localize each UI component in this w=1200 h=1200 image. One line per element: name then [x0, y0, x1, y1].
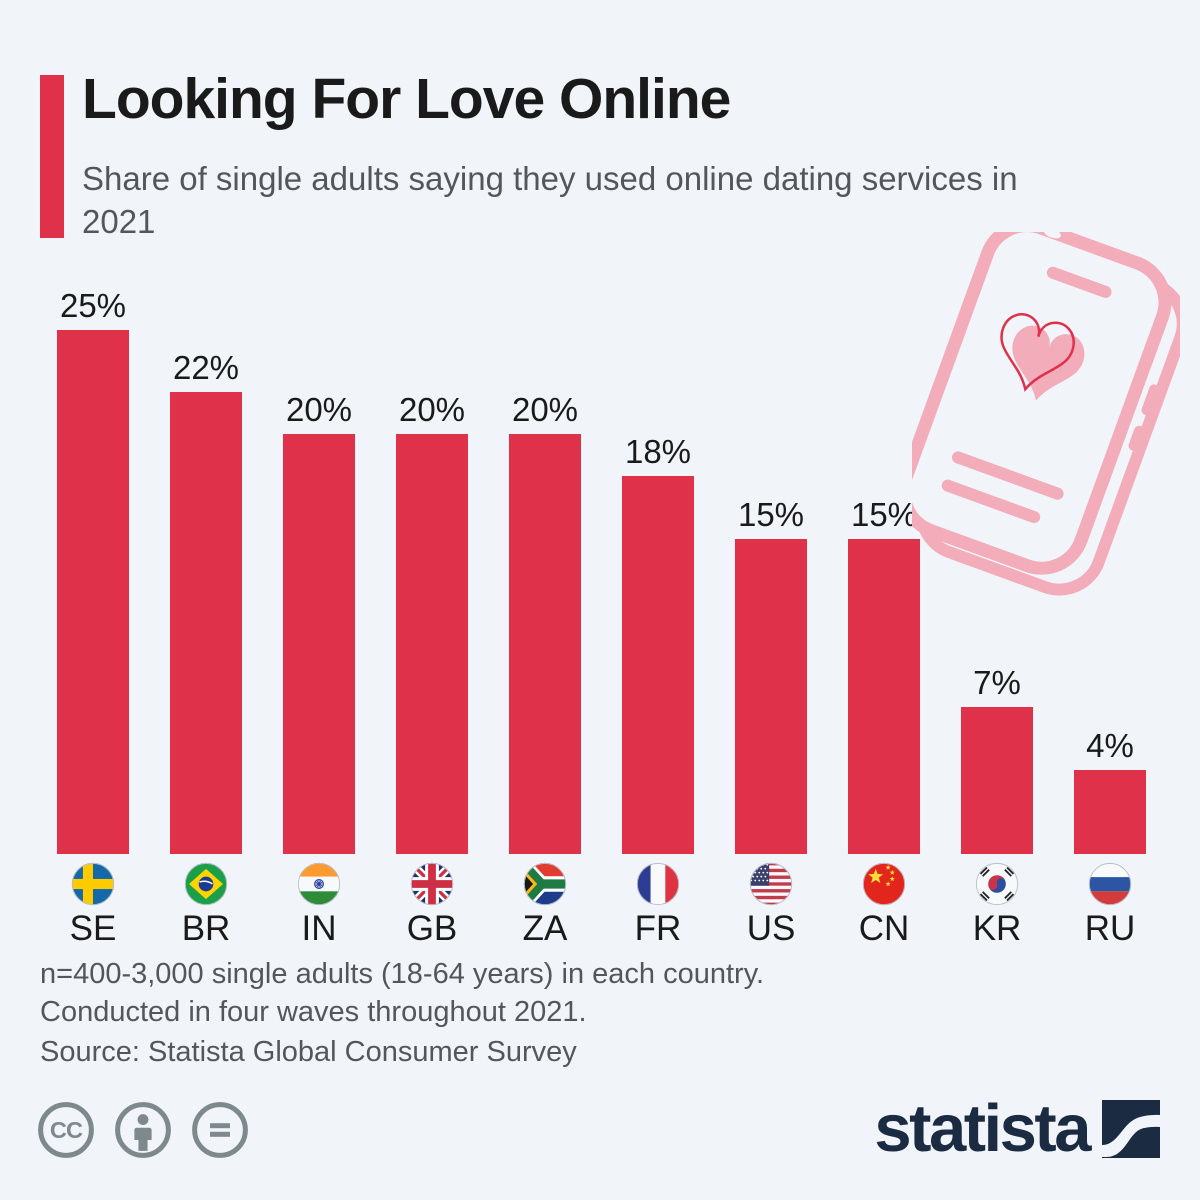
bar — [735, 539, 807, 854]
country-code-label: BR — [181, 909, 231, 948]
country-code-label: IN — [301, 909, 337, 948]
bar — [170, 392, 242, 854]
brazil-flag-icon — [184, 862, 228, 906]
india-flag-icon — [297, 862, 341, 906]
bar-column: 4% RU — [1074, 287, 1146, 949]
china-flag-icon — [862, 862, 906, 906]
bar — [283, 434, 355, 854]
bar-value-label: 15% — [850, 496, 918, 533]
bar — [509, 434, 581, 854]
page-subtitle: Share of single adults saying they used … — [82, 160, 1018, 240]
bar-value-label: 4% — [1086, 727, 1134, 764]
survey-note: n=400-3,000 single adults (18-64 years) … — [40, 956, 764, 1031]
survey-note-line2: Conducted in four waves throughout 2021. — [40, 995, 587, 1028]
creative-commons-icon: CC — [38, 1102, 94, 1158]
svg-text:CC: CC — [50, 1117, 83, 1143]
statista-wordmark: statista — [874, 1091, 1091, 1167]
bar-value-label: 7% — [973, 664, 1021, 701]
bar-value-label: 20% — [285, 391, 353, 428]
country-code-label: GB — [406, 909, 458, 948]
bar-column: 20% GB — [396, 287, 468, 949]
country-code-label: KR — [972, 909, 1022, 948]
country-code-label: CN — [858, 909, 910, 948]
bar-chart: 25% SE 22% BR 20% IN 20% GB 20% — [57, 287, 1146, 949]
statista-logo-icon — [1102, 1100, 1160, 1158]
attribution-icon — [115, 1102, 171, 1158]
country-code-label: ZA — [522, 909, 568, 948]
statista-logo: statista — [874, 1091, 1160, 1167]
bar-value-label: 20% — [511, 391, 579, 428]
bar-column: 20% IN — [283, 287, 355, 949]
bar — [848, 539, 920, 854]
title-accent-bar — [40, 75, 64, 238]
bar-column: 7% KR — [961, 287, 1033, 949]
united-states-flag-icon — [749, 862, 793, 906]
bar-column: 15% US — [735, 287, 807, 949]
bar-value-label: 20% — [398, 391, 466, 428]
bar-column: 18% FR — [622, 287, 694, 949]
france-flag-icon — [636, 862, 680, 906]
license-badges: CC — [37, 1101, 249, 1159]
bar-column: 15% CN — [848, 287, 920, 949]
country-code-label: US — [746, 909, 796, 948]
bar — [961, 707, 1033, 854]
bar-column: 22% BR — [170, 287, 242, 949]
no-derivatives-icon — [192, 1102, 248, 1158]
country-code-label: SE — [69, 909, 117, 948]
survey-note-line1: n=400-3,000 single adults (18-64 years) … — [40, 958, 765, 990]
bar — [1074, 770, 1146, 854]
south-korea-flag-icon — [975, 862, 1019, 906]
bar-column: 20% ZA — [509, 287, 581, 949]
country-code-label: FR — [634, 909, 682, 948]
bar-value-label: 15% — [737, 496, 805, 533]
bar-value-label: 22% — [172, 349, 240, 386]
bar-value-label: 18% — [624, 433, 692, 470]
bar — [396, 434, 468, 854]
page-title: Looking For Love Online — [82, 67, 731, 131]
country-code-label: RU — [1084, 909, 1136, 948]
sweden-flag-icon — [71, 862, 115, 906]
south-africa-flag-icon — [523, 862, 567, 906]
bar — [57, 330, 129, 854]
united-kingdom-flag-icon — [410, 862, 454, 906]
source-note: Source: Statista Global Consumer Survey — [40, 1036, 577, 1068]
bar-column: 25% SE — [57, 287, 129, 949]
bar — [622, 476, 694, 854]
russia-flag-icon — [1088, 862, 1132, 906]
bar-value-label: 25% — [59, 287, 127, 324]
